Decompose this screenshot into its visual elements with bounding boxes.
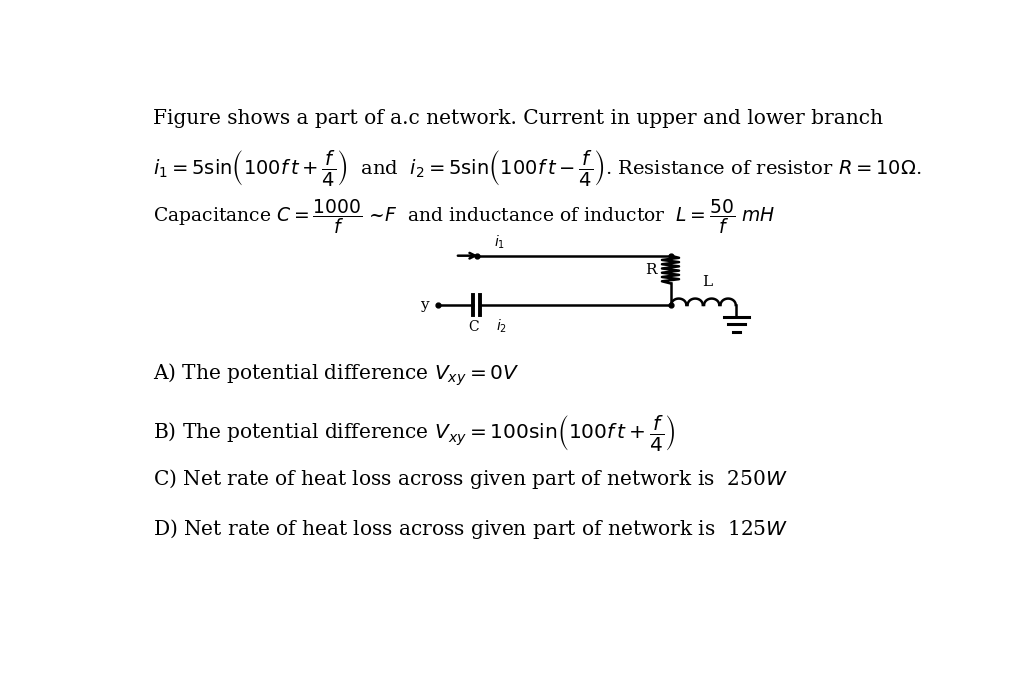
Text: Figure shows a part of a.c network. Current in upper and lower branch: Figure shows a part of a.c network. Curr… (153, 109, 883, 128)
Text: C: C (468, 320, 479, 335)
Text: $i_1 = 5\sin\!\left(100f\,t + \dfrac{f}{4}\right)$  and  $i_2 = 5\sin\!\left(100: $i_1 = 5\sin\!\left(100f\,t + \dfrac{f}{… (153, 148, 922, 188)
Text: $i_2$: $i_2$ (496, 318, 507, 335)
Text: L: L (702, 275, 713, 289)
Text: y: y (420, 298, 429, 312)
Text: A) The potential difference $V_{xy} = 0V$: A) The potential difference $V_{xy} = 0V… (153, 361, 519, 387)
Text: R: R (645, 262, 656, 277)
Text: B) The potential difference $V_{xy} = 100\sin\!\left(100f\,t + \dfrac{f}{4}\righ: B) The potential difference $V_{xy} = 10… (153, 413, 676, 453)
Text: $i_1$: $i_1$ (495, 234, 506, 251)
Text: C) Net rate of heat loss across given part of network is  250$W$: C) Net rate of heat loss across given pa… (153, 466, 787, 491)
Text: D) Net rate of heat loss across given part of network is  125$W$: D) Net rate of heat loss across given pa… (153, 517, 788, 541)
Text: Capacitance $C = \dfrac{1000}{f}$ ~$F$  and inductance of inductor  $L = \dfrac{: Capacitance $C = \dfrac{1000}{f}$ ~$F$ a… (153, 197, 775, 236)
